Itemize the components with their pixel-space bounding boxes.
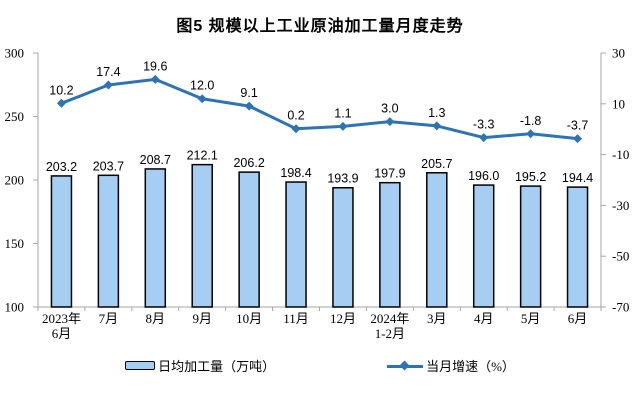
- x-axis-label: 12月: [330, 311, 356, 326]
- bar-10: [519, 185, 542, 308]
- x-axis-label: 2023年 6月: [42, 311, 81, 341]
- right-axis-tick-label: -10: [612, 147, 629, 162]
- bar-value-label: 205.7: [421, 157, 452, 171]
- bar-value-label: 196.0: [468, 169, 499, 183]
- legend-item-bar: 日均加工量（万吨）: [125, 356, 275, 375]
- bar-value-label: 193.9: [327, 172, 358, 186]
- bar-7: [379, 181, 401, 308]
- line-point-marker-10: [526, 129, 536, 139]
- bar-2: [144, 168, 167, 308]
- x-axis-label: 5月: [521, 311, 541, 326]
- bar-11: [566, 186, 589, 308]
- line-value-label: 10.2: [49, 83, 73, 97]
- bar-value-label: 194.4: [562, 171, 593, 185]
- line-value-label: 19.6: [143, 59, 167, 73]
- x-axis-label: 7月: [99, 311, 119, 326]
- left-axis-tick-label: 200: [5, 173, 25, 188]
- x-axis-label: 10月: [236, 311, 262, 326]
- left-axis-tick-label: 250: [5, 109, 25, 124]
- bar-5: [285, 181, 307, 308]
- line-point-marker-8: [432, 121, 442, 131]
- bar-value-label: 208.7: [140, 153, 171, 167]
- x-axis-label: 4月: [474, 311, 494, 326]
- line-value-label: 1.1: [334, 106, 351, 120]
- bar-4: [238, 171, 260, 308]
- line-point-marker-11: [573, 134, 583, 144]
- line-point-marker-3: [197, 94, 207, 104]
- left-axis-tick-label: 300: [5, 46, 25, 61]
- bar-value-label: 203.7: [93, 159, 124, 173]
- line-value-label: 12.0: [190, 79, 214, 93]
- line-point-marker-6: [338, 121, 348, 131]
- bar-legend-label: 日均加工量（万吨）: [158, 359, 276, 374]
- right-axis-tick-label: -50: [612, 249, 629, 264]
- bar-3: [191, 163, 213, 308]
- bar-value-label: 203.2: [46, 160, 77, 174]
- line-value-label: 1.3: [428, 106, 445, 120]
- left-axis-tick-label: 100: [5, 300, 25, 315]
- bar-8: [426, 172, 448, 308]
- legend-item-line: 当月增速（%）: [387, 356, 515, 375]
- bar-6: [332, 186, 354, 308]
- x-axis-label: 8月: [146, 311, 166, 326]
- chart-legend: 日均加工量（万吨） 当月增速（%）: [0, 356, 640, 375]
- x-axis-label: 9月: [192, 311, 212, 326]
- bar-value-label: 195.2: [515, 170, 546, 184]
- line-point-marker-2: [150, 74, 160, 84]
- line-point-marker-9: [479, 133, 489, 143]
- line-value-label: -1.8: [520, 114, 542, 128]
- bar-0: [50, 175, 73, 308]
- left-axis-tick-label: 150: [5, 236, 25, 251]
- line-value-label: -3.3: [473, 118, 495, 132]
- x-axis-label: 2024年 1-2月: [370, 311, 409, 341]
- bar-legend-swatch: [125, 361, 156, 370]
- right-axis-tick-label: -70: [612, 300, 629, 315]
- line-legend-swatch: [387, 360, 424, 371]
- line-value-label: 3.0: [381, 102, 398, 116]
- line-value-label: 9.1: [240, 86, 257, 100]
- line-value-label: -3.7: [567, 119, 589, 133]
- line-legend-label: 当月增速（%）: [426, 359, 515, 374]
- line-point-marker-0: [56, 98, 66, 108]
- line-legend-diamond-marker: [399, 360, 410, 371]
- growth-line: [60, 77, 578, 141]
- right-axis-tick-label: 30: [612, 46, 625, 61]
- line-point-marker-5: [291, 124, 301, 134]
- right-axis-tick-label: -30: [612, 198, 629, 213]
- bar-value-label: 206.2: [233, 156, 264, 170]
- line-value-label: 17.4: [96, 65, 120, 79]
- bar-value-label: 198.4: [280, 166, 311, 180]
- bar-1: [97, 174, 120, 308]
- line-point-marker-1: [103, 80, 113, 90]
- bar-value-label: 197.9: [374, 167, 405, 181]
- bar-9: [472, 184, 495, 308]
- bar-value-label: 212.1: [187, 149, 218, 163]
- right-axis-tick-label: 10: [612, 96, 625, 111]
- chart-title: 图5 规模以上工业原油加工量月度走势: [176, 18, 464, 35]
- x-axis-label: 6月: [568, 311, 588, 326]
- x-axis-label: 11月: [283, 311, 309, 326]
- x-axis-label: 3月: [427, 311, 447, 326]
- line-value-label: 0.2: [287, 109, 304, 123]
- line-point-marker-7: [385, 117, 395, 127]
- line-point-marker-4: [244, 101, 254, 111]
